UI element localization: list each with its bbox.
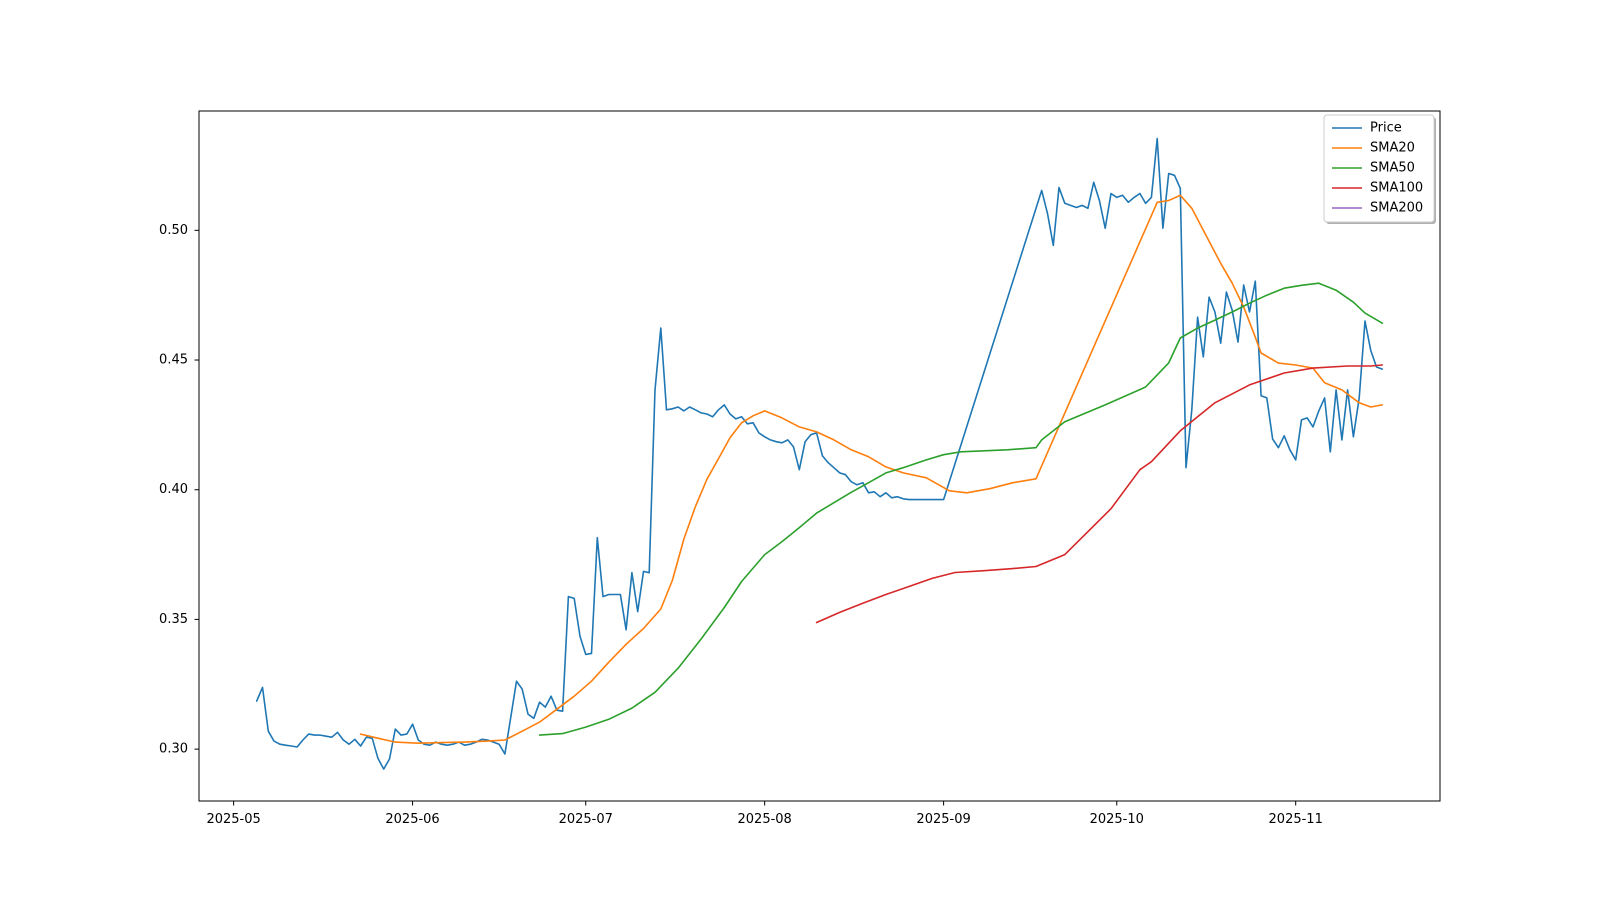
legend-label-price: Price [1370, 121, 1402, 136]
legend-box [1323, 114, 1435, 223]
series-line-price [255, 137, 1384, 770]
x-tick-label: 2025-10 [1090, 812, 1144, 827]
y-tick-label: 0.35 [159, 612, 188, 627]
legend-label-sma50: SMA50 [1370, 161, 1415, 176]
legend: Price SMA20 SMA50 SMA100 SMA200 [1323, 114, 1436, 224]
legend-item-sma200: SMA200 [1332, 201, 1423, 216]
y-tick-label: 0.40 [159, 482, 188, 497]
x-tick-label: 2025-07 [559, 812, 613, 827]
x-axis: 2025-05 2025-06 2025-07 2025-08 2025-09 2025-… [206, 801, 1323, 827]
legend-item-sma50: SMA50 [1332, 161, 1415, 176]
plot-area [199, 111, 1440, 801]
legend-label-sma20: SMA20 [1370, 141, 1415, 156]
x-tick-label: 2025-05 [206, 812, 260, 827]
series-lines [255, 137, 1384, 770]
y-tick-label: 0.50 [159, 223, 188, 238]
x-tick-label: 2025-09 [916, 812, 970, 827]
x-tick-label: 2025-06 [385, 812, 439, 827]
y-tick-label: 0.30 [159, 742, 188, 757]
y-tick-label: 0.45 [159, 353, 188, 368]
y-axis: 0.30 0.35 0.40 0.45 0.50 [159, 223, 199, 757]
x-tick-label: 2025-08 [738, 812, 792, 827]
series-line-sma50 [538, 282, 1384, 736]
legend-item-sma20: SMA20 [1332, 141, 1415, 156]
plot-frame [198, 110, 1441, 802]
legend-item-sma100: SMA100 [1332, 181, 1423, 196]
legend-label-sma200: SMA200 [1370, 201, 1423, 216]
series-line-sma100 [815, 364, 1384, 624]
legend-label-sma100: SMA100 [1370, 181, 1423, 196]
x-tick-label: 2025-11 [1269, 812, 1323, 827]
series-line-sma20 [359, 194, 1384, 745]
legend-item-price: Price [1332, 121, 1402, 136]
